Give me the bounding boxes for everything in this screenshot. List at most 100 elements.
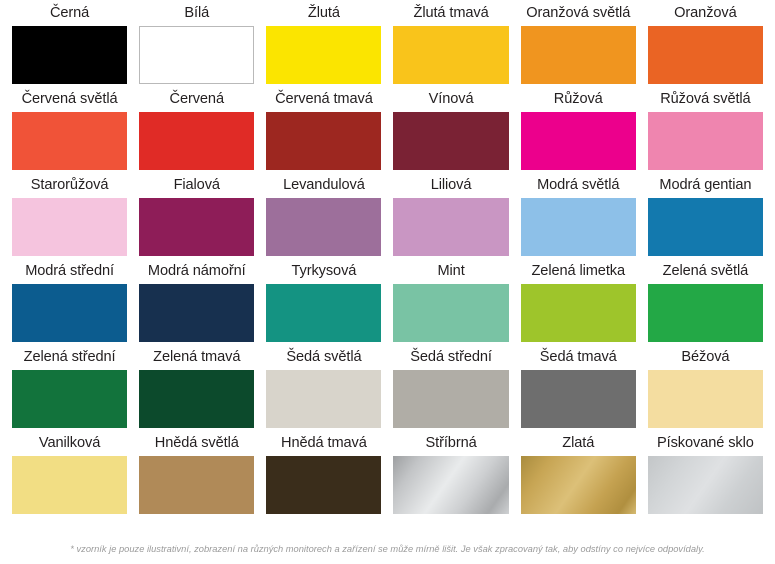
swatch-color-chip[interactable]: [12, 198, 128, 256]
swatch-cell[interactable]: Bílá: [133, 4, 260, 90]
swatch-cell[interactable]: Modrá námořní: [133, 262, 260, 348]
swatch-label: Modrá světlá: [537, 177, 620, 193]
swatch-cell[interactable]: Vínová: [387, 90, 514, 176]
swatch-color-chip[interactable]: [266, 284, 382, 342]
swatch-cell[interactable]: Žlutá tmavá: [387, 4, 514, 90]
swatch-cell[interactable]: Vanilková: [6, 434, 133, 520]
swatch-label: Žlutá tmavá: [413, 5, 489, 21]
swatch-color-chip[interactable]: [520, 284, 636, 342]
swatch-color-chip[interactable]: [266, 456, 382, 514]
swatch-cell[interactable]: Černá: [6, 4, 133, 90]
swatch-label: Stříbrná: [425, 435, 477, 451]
swatch-color-chip[interactable]: [139, 370, 255, 428]
swatch-color-chip[interactable]: [139, 26, 255, 84]
swatch-color-chip[interactable]: [520, 112, 636, 170]
swatch-cell[interactable]: Červená světlá: [6, 90, 133, 176]
swatch-color-chip[interactable]: [647, 456, 763, 514]
swatch-color-chip[interactable]: [393, 284, 509, 342]
swatch-color-chip[interactable]: [139, 284, 255, 342]
swatch-cell[interactable]: Pískované sklo: [642, 434, 769, 520]
swatch-cell[interactable]: Levandulová: [260, 176, 387, 262]
swatch-label: Růžová světlá: [660, 91, 751, 107]
swatch-cell[interactable]: Béžová: [642, 348, 769, 434]
swatch-color-chip[interactable]: [647, 198, 763, 256]
swatch-cell[interactable]: Zelená světlá: [642, 262, 769, 348]
swatch-label: Oranžová světlá: [526, 5, 631, 21]
swatch-cell[interactable]: Zelená střední: [6, 348, 133, 434]
swatch-cell[interactable]: Fialová: [133, 176, 260, 262]
swatch-label: Šedá tmavá: [539, 349, 617, 365]
swatch-label: Červená tmavá: [275, 91, 373, 107]
swatch-label: Zelená světlá: [662, 263, 749, 279]
swatch-color-chip[interactable]: [647, 284, 763, 342]
swatch-cell[interactable]: Růžová světlá: [642, 90, 769, 176]
swatch-color-chip[interactable]: [139, 456, 255, 514]
swatch-color-chip[interactable]: [393, 370, 509, 428]
swatch-label: Modrá střední: [25, 263, 114, 279]
swatch-label: Modrá gentian: [659, 177, 752, 193]
swatch-label: Šedá střední: [410, 349, 492, 365]
swatch-color-chip[interactable]: [12, 370, 128, 428]
swatch-cell[interactable]: Stříbrná: [387, 434, 514, 520]
swatch-label: Zlatá: [562, 435, 595, 451]
swatch-cell[interactable]: Modrá střední: [6, 262, 133, 348]
swatch-label: Červená světlá: [21, 91, 118, 107]
swatch-cell[interactable]: Liliová: [387, 176, 514, 262]
swatch-label: Žlutá: [307, 5, 340, 21]
swatch-color-chip[interactable]: [520, 198, 636, 256]
swatch-color-chip[interactable]: [520, 26, 636, 84]
swatch-cell[interactable]: Žlutá: [260, 4, 387, 90]
swatch-cell[interactable]: Starorůžová: [6, 176, 133, 262]
swatch-label: Černá: [49, 5, 90, 21]
swatch-cell[interactable]: Hnědá tmavá: [260, 434, 387, 520]
swatch-color-chip[interactable]: [647, 112, 763, 170]
swatch-color-chip[interactable]: [266, 112, 382, 170]
swatch-cell[interactable]: Růžová: [515, 90, 642, 176]
swatch-label: Šedá světlá: [286, 349, 362, 365]
swatch-cell[interactable]: Šedá světlá: [260, 348, 387, 434]
swatch-label: Vanilková: [38, 435, 101, 451]
swatch-color-chip[interactable]: [266, 370, 382, 428]
swatch-color-chip[interactable]: [520, 456, 636, 514]
swatch-color-chip[interactable]: [393, 112, 509, 170]
swatch-label: Oranžová: [674, 5, 737, 21]
swatch-color-chip[interactable]: [266, 26, 382, 84]
swatch-color-chip[interactable]: [12, 456, 128, 514]
swatch-color-chip[interactable]: [520, 370, 636, 428]
swatch-label: Starorůžová: [30, 177, 109, 193]
swatch-cell[interactable]: Oranžová světlá: [515, 4, 642, 90]
swatch-color-chip[interactable]: [12, 112, 128, 170]
swatch-color-chip[interactable]: [139, 112, 255, 170]
swatch-color-chip[interactable]: [393, 456, 509, 514]
swatch-cell[interactable]: Zelená tmavá: [133, 348, 260, 434]
swatch-label: Zelená střední: [23, 349, 116, 365]
swatch-cell[interactable]: Mint: [387, 262, 514, 348]
swatch-color-chip[interactable]: [12, 284, 128, 342]
swatch-label: Růžová: [553, 91, 603, 107]
swatch-label: Béžová: [681, 349, 730, 365]
swatch-cell[interactable]: Modrá gentian: [642, 176, 769, 262]
swatch-cell[interactable]: Tyrkysová: [260, 262, 387, 348]
swatch-cell[interactable]: Modrá světlá: [515, 176, 642, 262]
swatch-label: Tyrkysová: [291, 263, 357, 279]
swatch-color-chip[interactable]: [393, 26, 509, 84]
swatch-cell[interactable]: Šedá střední: [387, 348, 514, 434]
swatch-label: Modrá námořní: [147, 263, 246, 279]
swatch-grid: Černá Bílá Žlutá Žlutá tmavá Oranžová světlá…: [6, 4, 769, 520]
swatch-color-chip[interactable]: [393, 198, 509, 256]
swatch-color-chip[interactable]: [139, 198, 255, 256]
swatch-cell[interactable]: Hnědá světlá: [133, 434, 260, 520]
swatch-cell[interactable]: Červená: [133, 90, 260, 176]
swatch-color-chip[interactable]: [647, 26, 763, 84]
swatch-cell[interactable]: Zelená limetka: [515, 262, 642, 348]
swatch-cell[interactable]: Zlatá: [515, 434, 642, 520]
swatch-label: Mint: [437, 263, 465, 279]
swatch-color-chip[interactable]: [266, 198, 382, 256]
swatch-color-chip[interactable]: [12, 26, 128, 84]
swatch-label: Červená: [169, 91, 225, 107]
swatch-cell[interactable]: Červená tmavá: [260, 90, 387, 176]
swatch-color-chip[interactable]: [647, 370, 763, 428]
swatch-cell[interactable]: Šedá tmavá: [515, 348, 642, 434]
swatch-cell[interactable]: Oranžová: [642, 4, 769, 90]
